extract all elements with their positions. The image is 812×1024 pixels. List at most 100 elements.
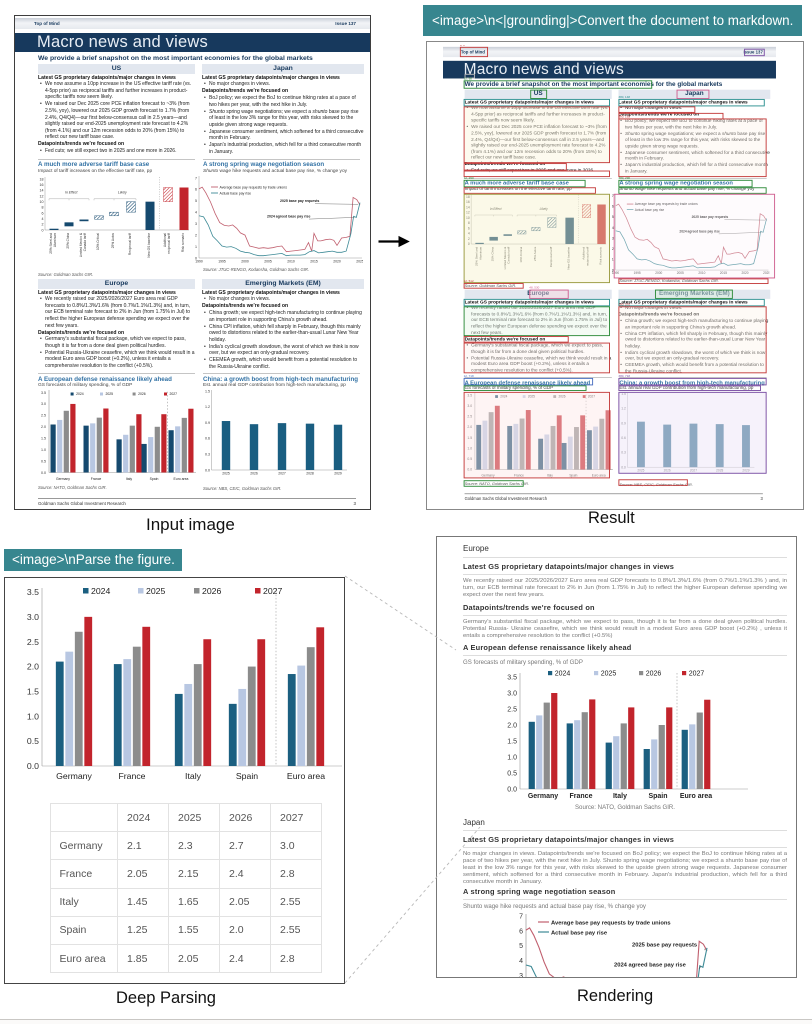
svg-text:2025: 2025 <box>528 395 535 399</box>
svg-text:2.5: 2.5 <box>507 707 517 714</box>
svg-text:2.0: 2.0 <box>467 425 472 429</box>
svg-text:Limited Mexico &: Limited Mexico & <box>79 232 83 257</box>
svg-text:Additional: Additional <box>163 232 167 246</box>
svg-text:2: 2 <box>612 247 614 251</box>
svg-text:1995: 1995 <box>634 271 641 275</box>
svg-text:25% Steel and: 25% Steel and <box>49 232 53 253</box>
svg-text:2024: 2024 <box>555 671 571 678</box>
svg-text:18: 18 <box>466 194 470 198</box>
svg-text:2.0: 2.0 <box>27 662 39 672</box>
svg-text:Aluminum: Aluminum <box>478 246 482 260</box>
svg-text:Germany: Germany <box>528 793 558 800</box>
svg-text:5: 5 <box>195 199 197 203</box>
svg-text:2025 base pay requests: 2025 base pay requests <box>632 943 697 949</box>
svg-text:2027: 2027 <box>689 671 705 678</box>
svg-text:0.5: 0.5 <box>467 457 472 461</box>
svg-text:8: 8 <box>42 205 44 209</box>
svg-text:Italy: Italy <box>613 793 627 800</box>
svg-text:New GS baseline: New GS baseline <box>567 246 571 269</box>
svg-text:Likely: Likely <box>540 207 549 211</box>
svg-text:Reciprocal tariff: Reciprocal tariff <box>549 246 553 267</box>
svg-text:2026: 2026 <box>250 472 258 476</box>
svg-text:Risk scenario: Risk scenario <box>181 232 185 251</box>
svg-text:3.0: 3.0 <box>27 612 39 622</box>
svg-text:2029: 2029 <box>334 472 342 476</box>
svg-text:1.2: 1.2 <box>205 405 210 409</box>
svg-text:Euro area: Euro area <box>174 477 189 481</box>
svg-text:0.0: 0.0 <box>27 761 39 771</box>
svg-text:Canada tariff: Canada tariff <box>507 246 511 263</box>
svg-text:0.3: 0.3 <box>205 453 210 457</box>
svg-text:0.0: 0.0 <box>507 787 517 794</box>
svg-text:1.0: 1.0 <box>507 755 517 762</box>
svg-text:1.0: 1.0 <box>41 448 46 452</box>
svg-text:7: 7 <box>612 193 614 197</box>
svg-text:Average base pay requests by t: Average base pay requests by trade union… <box>551 921 671 927</box>
svg-text:2.5: 2.5 <box>27 637 39 647</box>
svg-text:25% China: 25% China <box>66 232 70 248</box>
svg-text:France: France <box>118 771 145 781</box>
svg-text:4: 4 <box>519 958 523 965</box>
svg-text:6: 6 <box>195 187 197 191</box>
svg-text:6: 6 <box>42 211 44 215</box>
svg-text:5: 5 <box>519 943 523 950</box>
svg-text:Aluminum: Aluminum <box>53 232 57 247</box>
svg-text:2.5: 2.5 <box>467 415 472 419</box>
svg-text:2024: 2024 <box>91 586 110 596</box>
svg-text:2025 base pay requests: 2025 base pay requests <box>692 215 729 219</box>
svg-text:0: 0 <box>468 242 470 246</box>
svg-text:1990: 1990 <box>612 271 619 275</box>
svg-text:2: 2 <box>42 222 44 226</box>
svg-text:reciprocal tariff: reciprocal tariff <box>167 232 171 253</box>
svg-text:Italy: Italy <box>126 477 133 481</box>
svg-text:3.5: 3.5 <box>27 587 39 597</box>
svg-text:12: 12 <box>40 194 44 198</box>
svg-text:reciprocal tariff: reciprocal tariff <box>585 246 589 266</box>
svg-text:2: 2 <box>195 233 197 237</box>
svg-text:0.6: 0.6 <box>205 437 210 441</box>
svg-text:3.0: 3.0 <box>507 690 517 697</box>
svg-text:3.0: 3.0 <box>467 404 472 408</box>
svg-text:14: 14 <box>466 205 470 209</box>
svg-text:2020: 2020 <box>742 271 749 275</box>
svg-text:2028: 2028 <box>306 472 314 476</box>
svg-text:0: 0 <box>195 256 197 260</box>
svg-text:4: 4 <box>195 210 197 214</box>
svg-text:2005: 2005 <box>264 259 272 263</box>
svg-text:Euro area: Euro area <box>287 771 325 781</box>
svg-text:14: 14 <box>40 188 44 192</box>
svg-text:1.5: 1.5 <box>41 437 46 441</box>
svg-text:4: 4 <box>612 225 614 229</box>
svg-text:2020: 2020 <box>333 259 341 263</box>
svg-text:0.5: 0.5 <box>41 459 46 463</box>
svg-text:25% Steel and: 25% Steel and <box>475 246 479 266</box>
svg-text:1.0: 1.0 <box>467 446 472 450</box>
svg-text:2.0: 2.0 <box>41 425 46 429</box>
svg-text:2000: 2000 <box>241 259 249 263</box>
svg-text:Risk scenario: Risk scenario <box>599 246 603 264</box>
svg-text:0.0: 0.0 <box>205 468 210 472</box>
svg-text:2.0: 2.0 <box>507 723 517 730</box>
svg-text:Canada tariff: Canada tariff <box>83 232 87 250</box>
svg-text:Germany: Germany <box>56 771 92 781</box>
svg-text:In Effect: In Effect <box>65 190 78 194</box>
svg-text:2025: 2025 <box>356 259 363 263</box>
svg-text:Euro area: Euro area <box>592 474 606 478</box>
svg-text:Reciprocal tariff: Reciprocal tariff <box>128 232 132 254</box>
svg-text:2.5: 2.5 <box>41 414 46 418</box>
svg-text:2015: 2015 <box>310 259 318 263</box>
svg-text:3: 3 <box>195 222 197 226</box>
svg-text:16: 16 <box>466 200 470 204</box>
svg-text:2025: 2025 <box>146 586 165 596</box>
svg-text:10: 10 <box>40 200 44 204</box>
svg-text:7: 7 <box>519 913 523 920</box>
svg-text:Spain: Spain <box>648 793 667 800</box>
svg-text:2024: 2024 <box>500 395 507 399</box>
svg-text:6: 6 <box>468 226 470 230</box>
svg-text:2025: 2025 <box>763 271 769 275</box>
svg-text:France: France <box>570 793 593 800</box>
svg-text:2025: 2025 <box>222 472 230 476</box>
svg-text:Actual base pay rise: Actual base pay rise <box>635 207 665 211</box>
svg-text:2015: 2015 <box>720 271 727 275</box>
svg-text:Italy: Italy <box>547 474 553 478</box>
